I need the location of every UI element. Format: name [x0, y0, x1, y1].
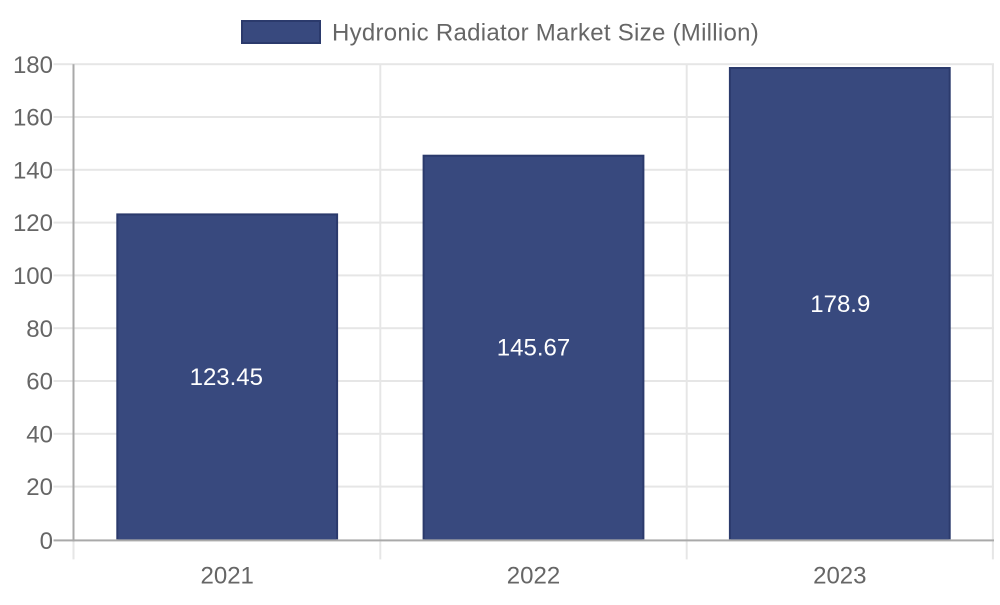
svg-text:160: 160	[13, 105, 53, 132]
svg-text:20: 20	[26, 474, 53, 501]
svg-text:2021: 2021	[201, 562, 254, 589]
svg-text:2023: 2023	[813, 562, 866, 589]
svg-text:80: 80	[26, 316, 53, 343]
svg-text:0: 0	[40, 528, 53, 555]
svg-text:2022: 2022	[507, 562, 560, 589]
svg-text:120: 120	[13, 210, 53, 237]
svg-text:60: 60	[26, 369, 53, 396]
svg-text:145.67: 145.67	[497, 335, 570, 362]
svg-text:Hydronic Radiator Market Size: Hydronic Radiator Market Size (Million)	[332, 19, 759, 46]
svg-text:180: 180	[13, 52, 53, 79]
svg-text:123.45: 123.45	[190, 364, 263, 391]
svg-text:178.9: 178.9	[810, 291, 870, 318]
svg-text:40: 40	[26, 421, 53, 448]
svg-text:100: 100	[13, 263, 53, 290]
svg-text:140: 140	[13, 157, 53, 184]
